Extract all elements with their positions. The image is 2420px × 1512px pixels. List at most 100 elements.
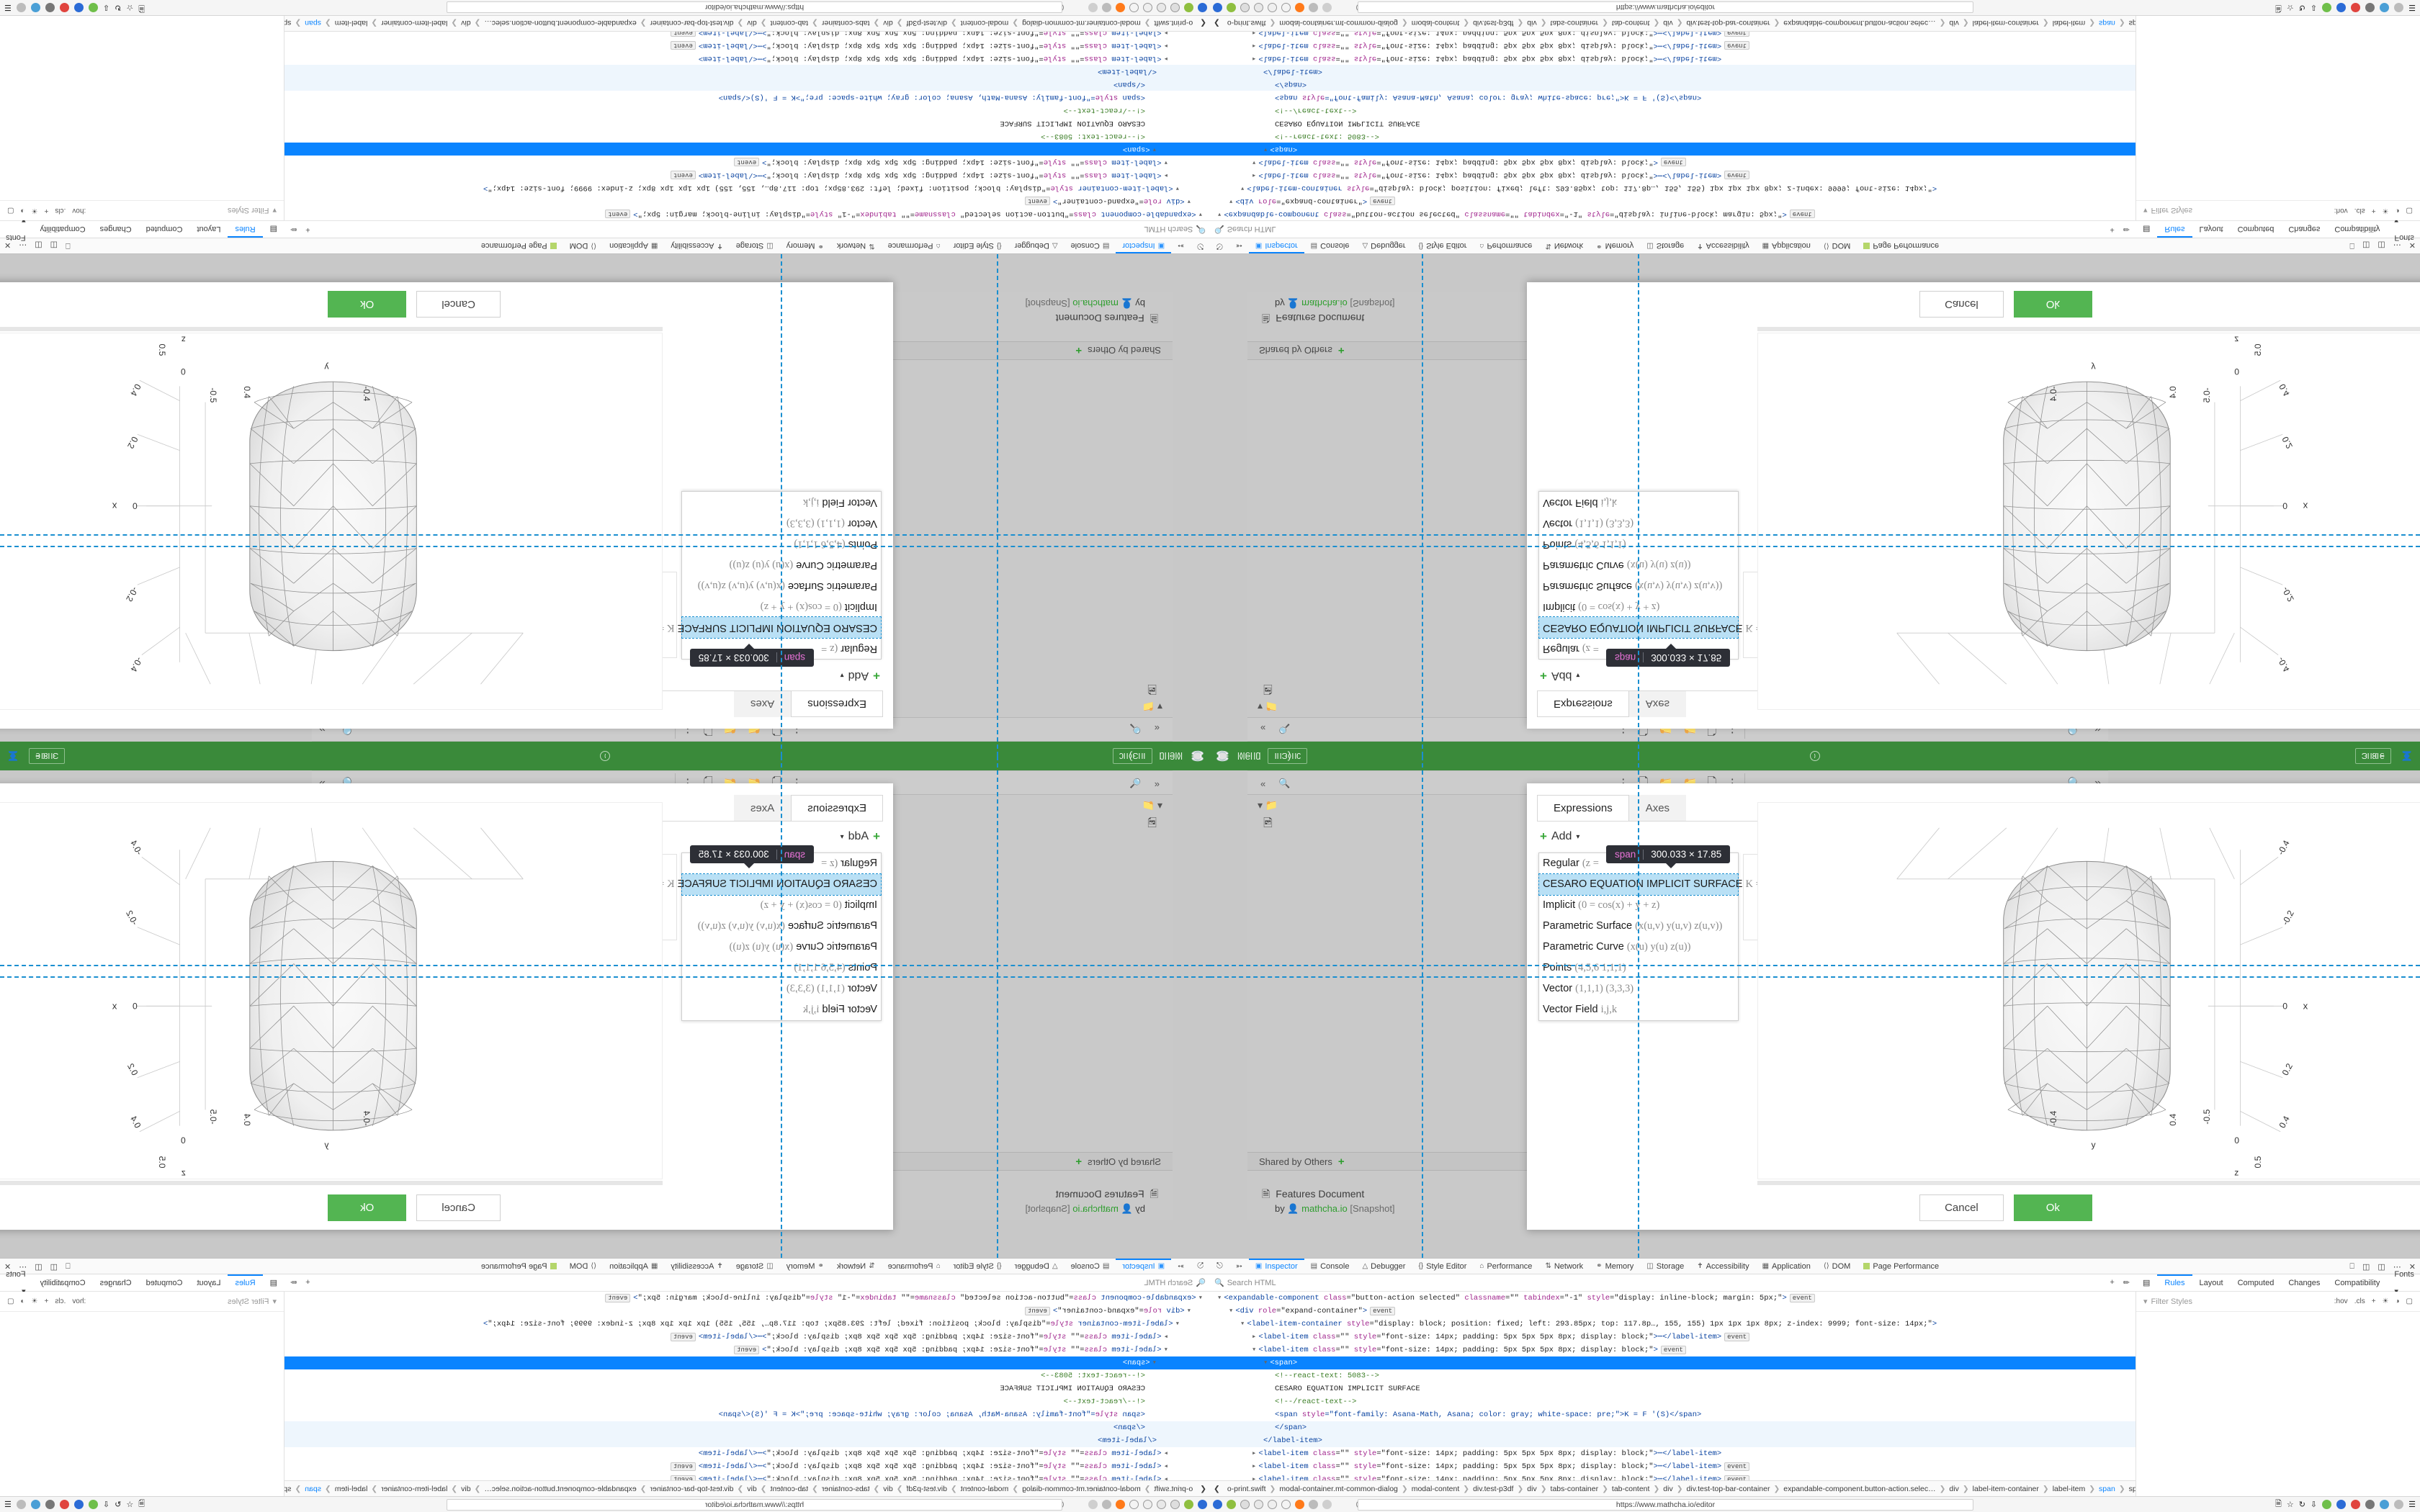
class-toggle[interactable]: .cls bbox=[55, 1297, 66, 1305]
globe-icon[interactable] bbox=[1088, 3, 1098, 12]
pick-node-icon[interactable]: ➳ bbox=[1178, 241, 1185, 250]
menu-item-vector[interactable]: Vector (1,1,1) (3,3,3) bbox=[1539, 978, 1738, 999]
breadcrumb-item[interactable]: tabs-container bbox=[1550, 1484, 1599, 1493]
markup-line[interactable]: ▸<label-item class="" style="font-size: … bbox=[1210, 32, 2136, 39]
tab-accessibility[interactable]: ✝ Accessibility bbox=[664, 1259, 729, 1274]
extension-icon-2[interactable] bbox=[2336, 1500, 2347, 1509]
add-shared-icon[interactable]: + bbox=[1337, 1155, 1345, 1168]
tab-inspector[interactable]: ▣ Inspector bbox=[1249, 238, 1304, 254]
eyedropper-icon[interactable]: ✏ bbox=[290, 225, 297, 233]
add-rule-icon[interactable]: + bbox=[44, 1297, 49, 1305]
markup-line[interactable]: ▸<label-item class="" style="font-size: … bbox=[1210, 1460, 2136, 1473]
tab-expressions[interactable]: Expressions bbox=[1537, 795, 1629, 821]
plot-canvas[interactable]: -0.4 -0.2 0 x 0.2 0.4 -0.4 0.4 y -0.5 bbox=[0, 333, 663, 710]
insync-badge[interactable]: InSync bbox=[1268, 756, 1308, 764]
add-button[interactable]: + Add ▾ bbox=[1540, 829, 1579, 844]
print-media-icon[interactable]: ▢ bbox=[2406, 1297, 2413, 1305]
bookmark-icon-6[interactable] bbox=[1281, 3, 1291, 12]
breadcrumb-item[interactable]: div.test-top-bar-container bbox=[650, 19, 734, 28]
breadcrumb-item[interactable]: div bbox=[1949, 19, 1959, 28]
reload-icon[interactable]: ↻ bbox=[2298, 1500, 2305, 1509]
extension-icon-1[interactable] bbox=[2322, 1500, 2332, 1509]
markup-line[interactable]: </label-item> bbox=[1210, 1434, 2136, 1447]
tab-page-performance[interactable]: Page Performance bbox=[1857, 1259, 1945, 1274]
dock-icon[interactable]: ◫ bbox=[35, 240, 42, 250]
tab-computed[interactable]: Computed bbox=[145, 1278, 183, 1287]
breadcrumb-item[interactable]: div bbox=[1663, 1484, 1673, 1493]
add-node-icon[interactable]: + bbox=[2110, 225, 2115, 234]
breadcrumb-item[interactable]: tab-content bbox=[1611, 19, 1650, 28]
menu-button[interactable]: Menu bbox=[1237, 756, 1261, 762]
account-icon[interactable]: 👤 bbox=[2401, 756, 2413, 762]
share-button[interactable]: Share bbox=[2354, 756, 2391, 764]
markup-line[interactable]: CESARO EQUATION IMPLICIT SURFACE bbox=[1000, 119, 1145, 128]
breadcrumb-item[interactable]: label-item-container bbox=[1972, 1484, 2039, 1493]
markup-line[interactable]: ▸<label-item class="" style="font-size: … bbox=[284, 1473, 1210, 1480]
tab-performance[interactable]: ⌂ Performance bbox=[1473, 1259, 1538, 1274]
bookmark-icon-5[interactable] bbox=[1268, 1500, 1277, 1509]
markup-line[interactable]: CESARO EQUATION IMPLICIT SURFACE bbox=[1275, 119, 1420, 128]
tab-expressions[interactable]: Expressions bbox=[791, 691, 883, 717]
globe-icon[interactable] bbox=[1322, 3, 1332, 12]
markup-view[interactable]: ▾<expandable-component class="button-act… bbox=[1210, 1292, 2136, 1480]
firefox-icon[interactable] bbox=[1116, 1500, 1125, 1509]
bookmark-icon-5[interactable] bbox=[1143, 3, 1152, 12]
tab-debugger[interactable]: △ Debugger bbox=[1355, 1259, 1412, 1274]
tab-rules[interactable]: Rules bbox=[228, 221, 262, 238]
markup-line[interactable]: <span style="font-family: Asana-Math, As… bbox=[1275, 1410, 1702, 1419]
breadcrumb-item[interactable]: modal-content bbox=[1411, 1484, 1460, 1493]
markup-line[interactable]: ▸<label-item class="" style="font-size: … bbox=[1210, 1473, 2136, 1480]
markup-line[interactable]: ▾<label-item-container style="display: b… bbox=[483, 184, 1180, 193]
pick-node-icon[interactable]: ➳ bbox=[1235, 1262, 1242, 1271]
tab-dom[interactable]: ⟨⟩ DOM bbox=[1817, 1259, 1857, 1274]
breadcrumb-item[interactable]: span bbox=[284, 19, 292, 28]
document-author[interactable]: mathcha.io bbox=[1301, 1202, 1348, 1214]
markup-line[interactable]: <!--react-text: 5083--> bbox=[1275, 132, 1379, 141]
breadcrumb-item[interactable]: span bbox=[2128, 19, 2136, 28]
tab-rules[interactable]: Rules bbox=[228, 1274, 262, 1292]
tab-storage[interactable]: ◫ Storage bbox=[730, 1259, 780, 1274]
bookmark-icon-4[interactable] bbox=[1157, 3, 1166, 12]
tab-changes[interactable]: Changes bbox=[99, 225, 132, 234]
search-icon[interactable]: 🔍 bbox=[1129, 724, 1142, 734]
tab-compatibility[interactable]: Compatibility bbox=[2334, 1278, 2380, 1287]
eyedropper-icon[interactable]: ✏ bbox=[290, 1279, 297, 1287]
bookmark-icon-3[interactable] bbox=[1170, 3, 1180, 12]
breadcrumb-item[interactable]: expandable-component.button-action.selec… bbox=[484, 1484, 637, 1493]
firefox-icon[interactable] bbox=[1116, 3, 1125, 12]
bookmark-icon-5[interactable] bbox=[1143, 1500, 1152, 1509]
breadcrumb-scroll-left[interactable]: ❮ bbox=[1214, 19, 1220, 28]
plot-canvas[interactable]: -0.4 -0.2 0 x 0.2 0.4 -0.4 0.4 y -0.5 bbox=[0, 802, 663, 1179]
tab-inspector[interactable]: ▣ Inspector bbox=[1249, 1259, 1304, 1274]
tab-memory[interactable]: ⚭ Memory bbox=[780, 238, 830, 254]
split-console-icon[interactable]: ◫ bbox=[50, 1262, 58, 1272]
breadcrumb-item[interactable]: span bbox=[305, 1484, 321, 1493]
extension-icon-2[interactable] bbox=[73, 3, 84, 12]
menu-item-vector-field[interactable]: Vector Field i,j,k bbox=[1539, 999, 1738, 1020]
bookmark-icon-6[interactable] bbox=[1281, 1500, 1291, 1509]
extension-icon-3[interactable] bbox=[2351, 1500, 2361, 1509]
add-button[interactable]: + Add ▾ bbox=[841, 668, 880, 683]
breadcrumb-item[interactable]: expandable-component.button-action.selec… bbox=[1783, 1484, 1936, 1493]
breadcrumb-item[interactable]: div bbox=[1527, 1484, 1537, 1493]
breadcrumb-item[interactable]: label-item-container bbox=[1972, 19, 2039, 28]
dark-scheme-icon[interactable]: ◑ bbox=[20, 207, 25, 215]
tab-storage[interactable]: ◫ Storage bbox=[730, 238, 780, 254]
search-icon[interactable]: 🔍 bbox=[1278, 724, 1291, 734]
extension-icon-3[interactable] bbox=[59, 1500, 69, 1509]
breadcrumb-item[interactable]: modal-content bbox=[960, 19, 1009, 28]
hover-toggle[interactable]: :hov bbox=[2334, 1297, 2348, 1305]
class-toggle[interactable]: .cls bbox=[55, 207, 66, 215]
cancel-button[interactable]: Cancel bbox=[1919, 1194, 2004, 1221]
print-media-icon[interactable]: ▢ bbox=[7, 1297, 14, 1305]
breadcrumb-item[interactable]: expandable-component.button-action.selec… bbox=[1783, 19, 1936, 28]
markup-line[interactable]: ▾<label-item-container style="display: b… bbox=[1240, 184, 1937, 193]
breadcrumb-scroll-left[interactable]: ❮ bbox=[1214, 1484, 1220, 1493]
tab-compatibility[interactable]: Compatibility bbox=[40, 1278, 86, 1287]
markup-line[interactable]: <!--/react-text--> bbox=[1063, 106, 1145, 115]
dock-icon[interactable]: ◫ bbox=[2378, 1262, 2385, 1272]
globe-icon[interactable] bbox=[1322, 1500, 1332, 1509]
document-card-left[interactable]: 🗎 Features Document by 👤 mathcha.io [Sna… bbox=[1262, 1187, 1395, 1216]
reader-icon[interactable]: 🗎 bbox=[138, 1500, 145, 1508]
menu-button[interactable]: Menu bbox=[1159, 756, 1183, 762]
